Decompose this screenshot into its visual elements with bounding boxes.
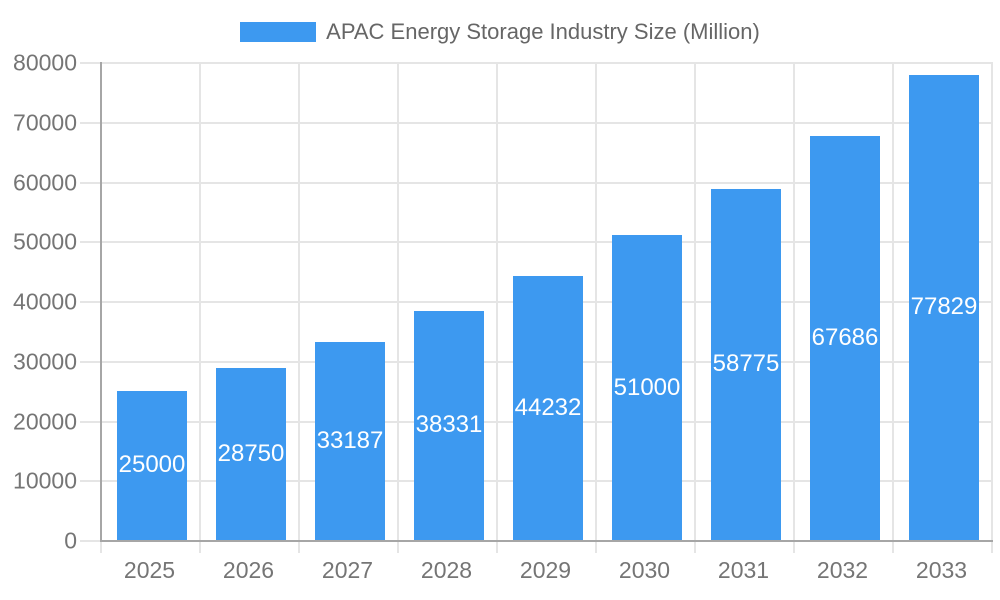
x-gridline — [595, 62, 597, 553]
bar-value-label: 44232 — [514, 393, 582, 421]
x-axis-tick-label: 2028 — [420, 557, 473, 583]
bar[interactable] — [117, 390, 187, 540]
x-axis-tick-label: 2031 — [717, 557, 770, 583]
y-axis-tick-label: 0 — [64, 527, 77, 554]
bar-value-label: 38331 — [415, 411, 483, 439]
y-gridline — [80, 181, 993, 184]
bar-value-label: 28750 — [217, 440, 285, 468]
y-axis-tick-label: 70000 — [13, 109, 77, 136]
x-axis-tick-label: 2030 — [618, 557, 671, 583]
bar-value-label: 67686 — [811, 323, 879, 351]
x-gridline — [892, 62, 894, 553]
x-axis-tick-label: 2032 — [816, 557, 869, 583]
y-axis-tick-label: 40000 — [13, 288, 77, 315]
bar[interactable] — [612, 235, 682, 540]
y-gridline — [80, 62, 993, 64]
x-gridline — [496, 62, 498, 553]
legend-label[interactable]: APAC Energy Storage Industry Size (Milli… — [326, 19, 760, 44]
y-axis-line — [100, 62, 102, 542]
bar-value-label: 58775 — [712, 350, 780, 378]
y-axis-tick-label: 60000 — [13, 169, 77, 195]
x-gridline — [991, 62, 993, 553]
bar-value-label: 51000 — [613, 373, 681, 401]
x-gridline — [199, 62, 201, 553]
x-axis-tick-label: 2025 — [123, 557, 176, 583]
x-axis-tick-label: 2033 — [915, 557, 968, 583]
x-axis-line — [100, 540, 993, 542]
bar-value-label: 77829 — [910, 293, 978, 321]
bar[interactable] — [414, 310, 484, 540]
y-axis-tick-label: 30000 — [13, 348, 77, 375]
y-gridline — [80, 241, 993, 244]
y-axis-tick-label: 10000 — [13, 467, 77, 494]
x-axis-tick-label: 2029 — [519, 557, 572, 583]
y-gridline — [80, 121, 993, 124]
x-axis-tick-label: 2027 — [321, 557, 374, 583]
bar-value-label: 33187 — [316, 426, 384, 454]
legend[interactable]: APAC Energy Storage Industry Size (Milli… — [0, 19, 1000, 44]
y-axis-tick-label: 20000 — [13, 408, 77, 434]
y-axis-tick-label: 50000 — [13, 228, 77, 255]
bar[interactable] — [216, 368, 286, 540]
bar[interactable] — [513, 275, 583, 540]
bar[interactable] — [315, 341, 385, 540]
x-gridline — [397, 62, 399, 553]
x-axis-tick-label: 2026 — [222, 557, 275, 583]
x-gridline — [298, 62, 300, 553]
x-gridline — [793, 62, 795, 553]
bar[interactable] — [711, 188, 781, 540]
bar-value-label: 25000 — [118, 451, 186, 479]
y-axis-tick-label: 80000 — [13, 49, 77, 76]
bar[interactable] — [810, 135, 880, 540]
x-gridline — [694, 62, 696, 553]
legend-swatch-icon[interactable] — [240, 22, 317, 42]
bar[interactable] — [909, 74, 979, 540]
